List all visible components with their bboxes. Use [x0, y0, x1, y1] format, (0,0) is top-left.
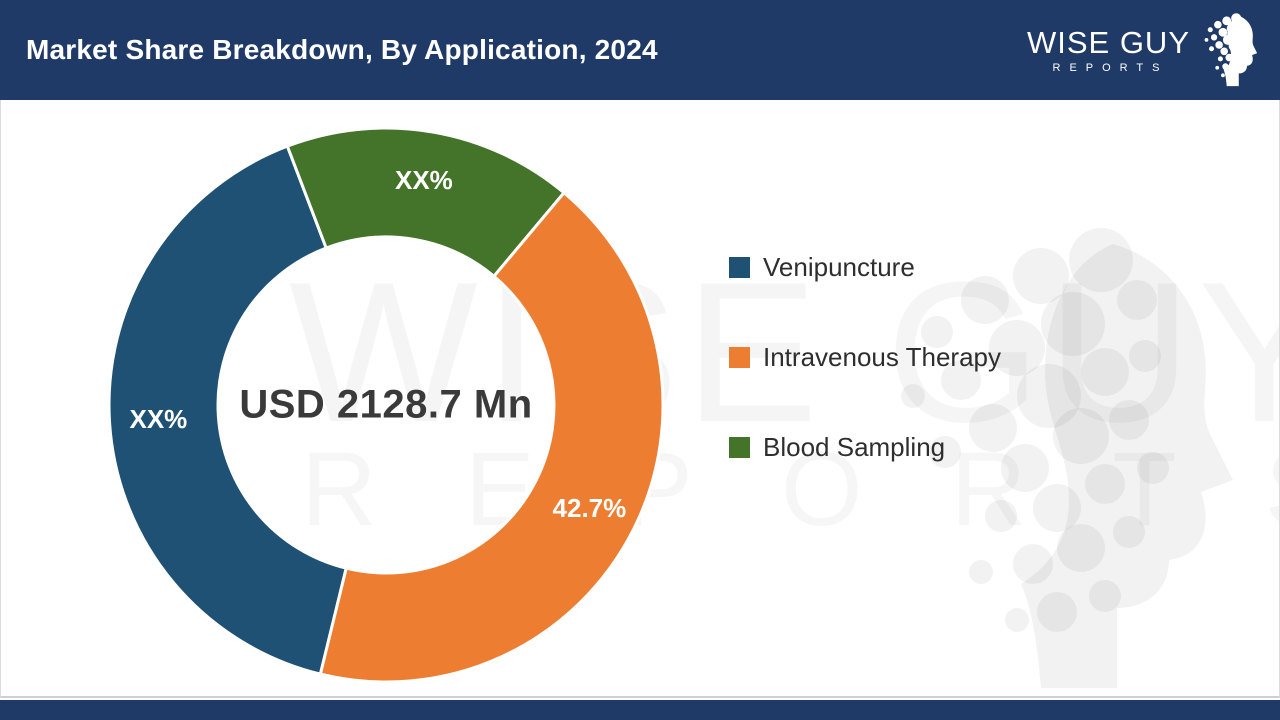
donut-chart-container: XX% XX% 42.7%	[106, 125, 666, 685]
legend-label: Blood Sampling	[763, 432, 946, 462]
legend-swatch-intravenous-therapy	[729, 347, 750, 368]
legend-swatch-blood-sampling	[729, 437, 750, 458]
chart-area: WISE GUY REPORTS XX%XX%42.7% USD 2128.7 …	[0, 100, 1280, 698]
footer-bar	[0, 700, 1280, 720]
brand-logo: WISE GUY REPORTS	[1027, 12, 1260, 88]
brand-logo-text: WISE GUY REPORTS	[1026, 24, 1190, 74]
donut-segment-blood-sampling	[285, 126, 567, 279]
page-title: Market Share Breakdown, By Application, …	[26, 34, 658, 65]
legend-label: Venipuncture	[763, 252, 915, 282]
brand-name: WISE GUY	[1026, 24, 1190, 60]
donut-segment-venipuncture	[107, 144, 349, 676]
legend-item-blood-sampling: Blood Sampling	[729, 432, 1001, 463]
slice-value-label: XX%	[129, 404, 187, 434]
brand-head-icon	[1204, 13, 1258, 87]
legend-item-venipuncture: Venipuncture	[729, 252, 1001, 283]
slice-value-label: 42.7%	[553, 493, 627, 523]
donut-center-value: USD 2128.7 Mn	[239, 382, 533, 427]
legend-label: Intravenous Therapy	[763, 342, 1001, 372]
legend-swatch-venipuncture	[729, 257, 750, 278]
brand-subname: REPORTS	[1052, 61, 1169, 74]
legend-item-intravenous-therapy: Intravenous Therapy	[729, 342, 1001, 373]
donut-chart: XX% XX% 42.7%	[107, 126, 665, 684]
donut-segment-intravenous-therapy	[318, 190, 665, 684]
header-bar: Market Share Breakdown, By Application, …	[0, 0, 1280, 100]
slice-value-label: XX%	[395, 165, 453, 195]
chart-legend: Venipuncture Intravenous Therapy Blood S…	[729, 252, 1001, 463]
